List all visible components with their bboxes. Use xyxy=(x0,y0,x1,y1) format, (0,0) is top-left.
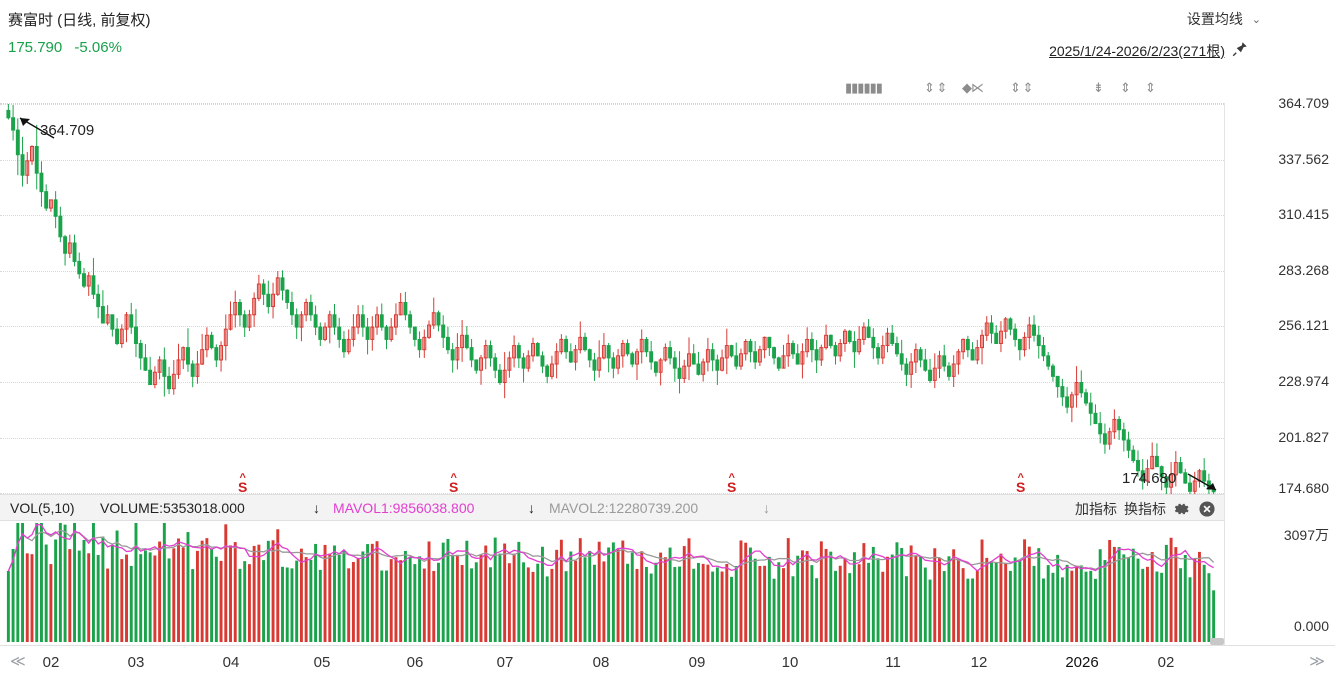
marker-glyph: ⇕ xyxy=(1145,80,1156,95)
gridline xyxy=(0,493,1224,494)
vol-volume-value: VOLUME:5353018.000 xyxy=(100,500,245,516)
ma-setting-label: 设置均线 xyxy=(1186,11,1243,27)
change-indicator-button[interactable]: 换指标 xyxy=(1124,501,1166,517)
price-axis-label: 364.709 xyxy=(1278,95,1329,111)
vol-mavol1-arrow: ↓ xyxy=(528,500,535,516)
axis-divider xyxy=(1224,103,1225,678)
time-axis-tick: 12 xyxy=(970,654,988,671)
time-axis-tick: 09 xyxy=(688,654,706,671)
marker-glyph: ▮▮▮▮▮▮ xyxy=(845,80,883,95)
time-axis-tick: 11 xyxy=(885,654,901,671)
marker-glyph-row: ▮▮▮▮▮▮ ⇕ ⇕ ◆⋉ ⇕ ⇕ ⇟ ⇕ ⇕ xyxy=(0,80,1224,102)
pin-icon[interactable] xyxy=(1231,40,1249,58)
vol-mavol2-arrow: ↓ xyxy=(763,500,770,516)
s-marker-label: S xyxy=(727,479,737,495)
s-marker-hat: ^ xyxy=(728,472,735,484)
volume-indicator-header: VOL(5,10) VOLUME:5353018.000 ↓ MAVOL1:98… xyxy=(0,494,1224,521)
volume-header-actions: 加指标 换指标 xyxy=(1075,499,1216,519)
price-axis[interactable]: 364.709 337.562 310.415 283.268 256.121 … xyxy=(1224,95,1335,496)
volume-axis-label: 3097万 xyxy=(1283,527,1329,543)
time-axis-tick: 2026 xyxy=(1065,654,1099,671)
time-axis-tick: 10 xyxy=(781,654,799,671)
s-marker-label: S xyxy=(1016,479,1026,495)
gear-icon[interactable] xyxy=(1173,500,1191,518)
s-marker[interactable]: ^ S xyxy=(727,472,737,495)
price-axis-label: 337.562 xyxy=(1278,150,1329,167)
date-range-label[interactable]: 2025/1/24-2026/2/23(271根) xyxy=(1049,43,1225,59)
price-axis-label: 310.415 xyxy=(1278,206,1329,223)
price-axis-label: 256.121 xyxy=(1278,317,1329,334)
price-axis-label: 283.268 xyxy=(1278,261,1329,278)
close-circle-icon[interactable] xyxy=(1198,500,1216,518)
chevron-down-icon: ⌄ xyxy=(1251,14,1261,26)
price-axis-label: 201.827 xyxy=(1278,428,1329,445)
s-marker[interactable]: ^ S xyxy=(449,472,459,495)
scroll-right-button[interactable]: ≫ xyxy=(1309,653,1325,670)
price-chart-pane[interactable]: 364.709 174.680 ^ S ^ S ^ S ^ S xyxy=(0,103,1224,495)
low-annotation-arrow xyxy=(1187,473,1217,491)
s-marker-label: S xyxy=(449,479,459,495)
gridline xyxy=(0,215,1224,217)
low-annotation: 174.680 xyxy=(1122,470,1177,487)
vol-indicator-name[interactable]: VOL(5,10) xyxy=(10,500,75,516)
gridline xyxy=(0,437,1224,439)
marker-glyph: ◆⋉ xyxy=(962,80,984,95)
marker-glyph: ⇕ ⇕ xyxy=(1010,80,1033,95)
volume-axis[interactable]: 3097万 0.000 xyxy=(1224,521,1335,642)
marker-glyph: ⇕ xyxy=(1120,80,1131,95)
vol-mavol1-value: MAVOL1:9856038.800 xyxy=(333,500,475,516)
time-axis-tick: 05 xyxy=(313,654,331,671)
add-indicator-button[interactable]: 加指标 xyxy=(1075,501,1117,517)
page-title: 赛富时 (日线, 前复权) xyxy=(8,12,151,29)
time-axis-tick: 08 xyxy=(592,654,610,671)
ma-setting-button[interactable]: 设置均线 ⌄ xyxy=(1187,9,1261,29)
time-axis-tick: 02 xyxy=(1157,654,1175,671)
vol-mavol2-value: MAVOL2:12280739.200 xyxy=(549,500,699,516)
s-marker-label: S xyxy=(238,479,248,495)
s-marker-hat: ^ xyxy=(239,472,246,484)
time-axis-tick: 03 xyxy=(127,654,145,671)
marker-glyph: ⇕ ⇕ xyxy=(924,80,947,95)
vertical-scrollbar-thumb[interactable] xyxy=(1210,638,1224,645)
gridline xyxy=(0,326,1224,328)
s-marker-hat: ^ xyxy=(450,472,457,484)
time-axis-tick: 04 xyxy=(222,654,240,671)
high-annotation: 364.709 xyxy=(40,122,95,139)
price-readout: 175.790 -5.06% xyxy=(8,39,122,56)
high-annotation-arrow xyxy=(19,117,55,139)
time-axis-tick: 02 xyxy=(42,654,60,671)
s-marker-hat: ^ xyxy=(1017,472,1024,484)
marker-glyph: ⇟ xyxy=(1093,80,1104,95)
price-axis-label: 228.974 xyxy=(1278,373,1329,389)
time-axis-tick: 06 xyxy=(406,654,424,671)
gridline xyxy=(0,104,1224,105)
time-axis: ≪ ≫ 02 03 04 05 06 07 08 09 10 11 12 202… xyxy=(0,645,1335,678)
gridline xyxy=(0,270,1224,272)
s-marker[interactable]: ^ S xyxy=(238,472,248,495)
time-axis-tick: 07 xyxy=(496,654,514,671)
s-marker[interactable]: ^ S xyxy=(1016,472,1026,495)
change-percent: -5.06% xyxy=(74,39,122,56)
vol-volume-arrow: ↓ xyxy=(313,500,320,516)
volume-axis-label: 0.000 xyxy=(1293,618,1329,634)
volume-chart-pane[interactable] xyxy=(0,521,1224,642)
volume-series xyxy=(6,523,1216,642)
price-axis-label: 174.680 xyxy=(1278,480,1329,496)
last-price: 175.790 xyxy=(8,39,63,56)
gridline xyxy=(0,382,1224,383)
gridline xyxy=(0,159,1224,161)
scroll-left-button[interactable]: ≪ xyxy=(10,653,26,670)
candlestick-series xyxy=(6,104,1216,494)
